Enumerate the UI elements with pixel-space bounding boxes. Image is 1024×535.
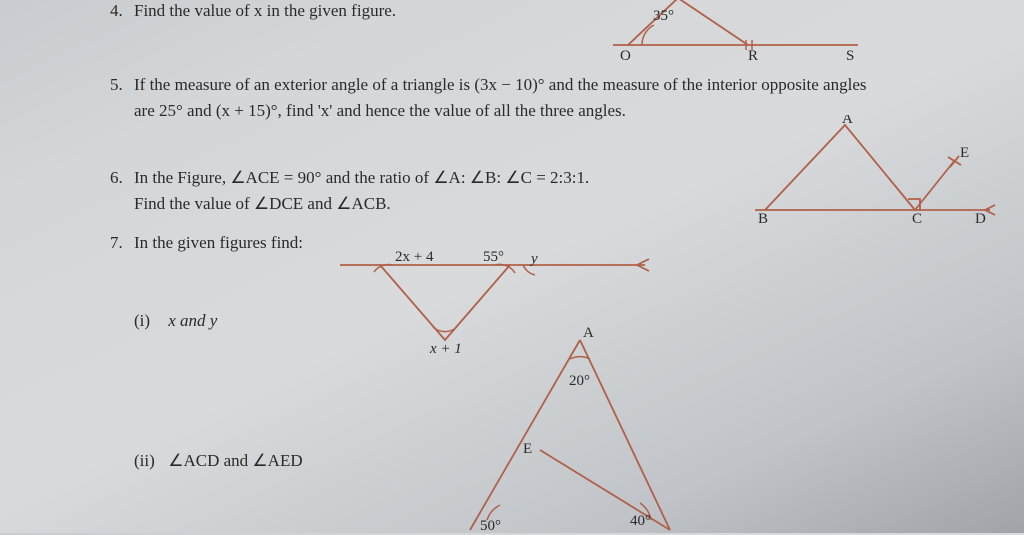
q7-figure-ii: A 20° E 50° 40°: [425, 325, 705, 535]
q6-point-a: A: [842, 115, 853, 127]
q5-line1-row: 5. If the measure of an exterior angle o…: [110, 72, 934, 98]
q7-number: 7.: [110, 230, 134, 256]
q4-point-r: R: [748, 48, 758, 60]
q5-number: 5.: [110, 72, 134, 98]
q6-figure: A B C D E: [750, 115, 1000, 225]
q7i-right-label: y: [529, 251, 538, 267]
q7ii-bottom-right: 40°: [630, 513, 651, 529]
q6-point-d: D: [975, 211, 986, 225]
q6-point-b: B: [758, 211, 768, 225]
q7-sub-ii-text: ∠ACD and ∠AED: [168, 451, 302, 470]
q4-angle-label: 35°: [653, 8, 674, 24]
q4-point-s: S: [846, 48, 854, 60]
q7-sub-i-label: (i): [134, 311, 164, 331]
q7ii-point-a: A: [583, 325, 594, 341]
q6-point-e: E: [960, 145, 969, 161]
q6-point-c: C: [912, 211, 922, 225]
q7-sub-i-text: x and y: [168, 311, 217, 330]
page: 4. Find the value of x in the given figu…: [0, 0, 1024, 533]
q4-number: 4.: [110, 0, 134, 24]
q7ii-point-e: E: [523, 441, 532, 457]
q4-figure: 35° Q R S: [608, 0, 868, 60]
q7i-apex-right-label: 55°: [483, 249, 504, 265]
q7i-top-left-label: 2x + 4: [395, 249, 434, 265]
q6-number: 6.: [110, 165, 134, 191]
q4-point-q: Q: [620, 48, 631, 60]
q7ii-bottom-left: 50°: [480, 518, 501, 534]
q5-line1: If the measure of an exterior angle of a…: [134, 72, 934, 98]
q7-sub-ii-label: (ii): [134, 451, 164, 471]
q7ii-angle-a: 20°: [569, 373, 590, 389]
